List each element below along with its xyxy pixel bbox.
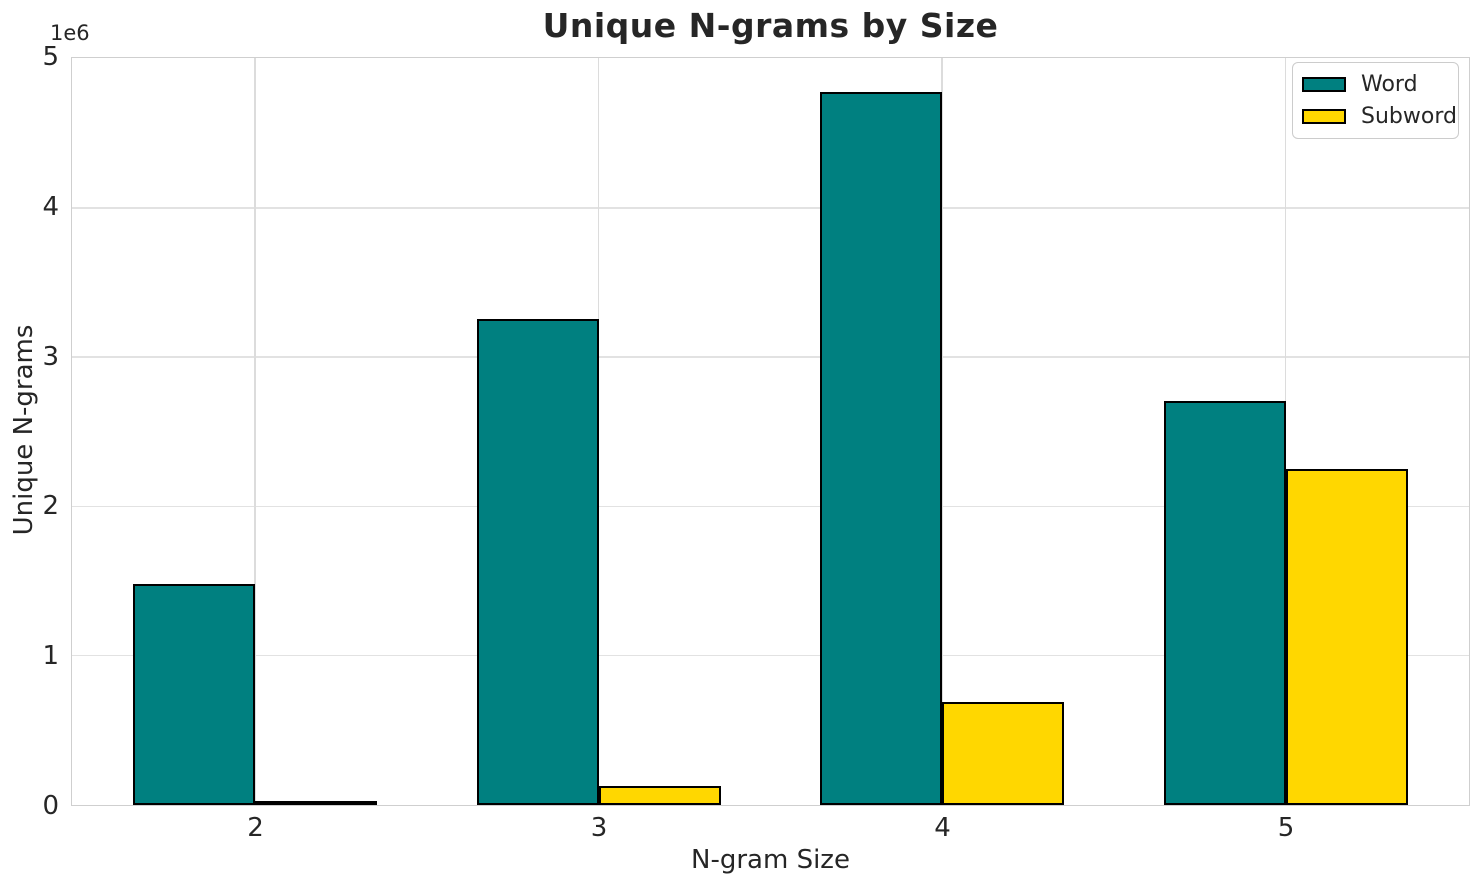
chart-title: Unique N-grams by Size — [542, 6, 999, 45]
y-tick-label: 4 — [42, 191, 59, 222]
y-tick-label: 0 — [42, 791, 59, 821]
x-axis-label: N-gram Size — [691, 845, 850, 875]
x-tick-label: 2 — [247, 813, 264, 843]
subword-bar-ngram-5 — [1285, 469, 1408, 805]
horizontal-gridline — [72, 505, 1469, 508]
y-tick-label: 5 — [42, 42, 59, 72]
vertical-gridline — [1284, 58, 1287, 805]
word-bar-ngram-2 — [133, 584, 255, 805]
legend: Word Subword — [1292, 62, 1459, 139]
word-bar-ngram-4 — [820, 91, 942, 805]
x-tick-label: 4 — [934, 813, 951, 843]
horizontal-gridline — [72, 654, 1469, 657]
legend-label-word: Word — [1361, 72, 1418, 97]
subword-bar-ngram-2 — [255, 801, 377, 805]
word-bar-ngram-5 — [1163, 400, 1286, 805]
x-tick-label: 5 — [1277, 813, 1295, 843]
legend-label-subword: Subword — [1361, 104, 1457, 129]
word-series-swatch — [1302, 77, 1346, 92]
y-tick-label: 3 — [42, 341, 59, 372]
y-tick-label: 1 — [42, 641, 59, 672]
subword-bar-ngram-4 — [942, 702, 1064, 805]
x-tick-label: 3 — [590, 813, 608, 843]
subword-bar-ngram-3 — [598, 786, 721, 805]
vertical-gridline — [254, 58, 256, 805]
word-bar-ngram-3 — [476, 318, 599, 805]
plot-area: Word Subword — [71, 57, 1470, 806]
horizontal-gridline — [72, 356, 1469, 358]
legend-item-word: Word — [1302, 72, 1446, 97]
legend-item-subword: Subword — [1302, 104, 1457, 129]
vertical-gridline — [597, 58, 600, 805]
horizontal-gridline — [72, 207, 1469, 209]
subword-series-swatch — [1302, 109, 1346, 124]
y-axis-offset-label: 1e6 — [50, 21, 90, 45]
vertical-gridline — [941, 58, 943, 805]
y-tick-label: 2 — [42, 491, 59, 522]
